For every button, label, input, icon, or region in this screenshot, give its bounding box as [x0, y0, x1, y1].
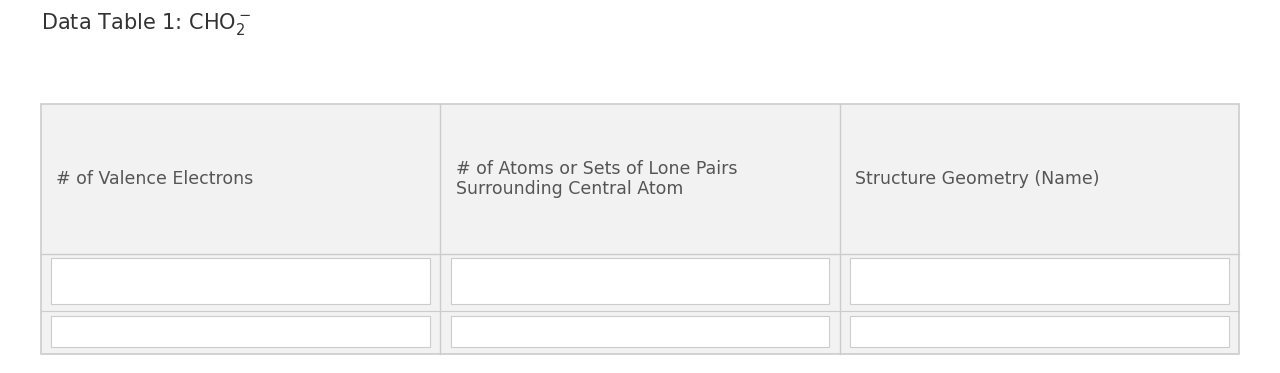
FancyBboxPatch shape	[451, 316, 829, 347]
FancyBboxPatch shape	[451, 258, 829, 304]
Text: Data Table 1: CHO$_2^-$: Data Table 1: CHO$_2^-$	[41, 11, 251, 37]
Text: Structure Geometry (Name): Structure Geometry (Name)	[855, 170, 1100, 188]
Text: # of Valence Electrons: # of Valence Electrons	[56, 170, 253, 188]
FancyBboxPatch shape	[51, 316, 430, 347]
FancyBboxPatch shape	[850, 258, 1229, 304]
FancyBboxPatch shape	[850, 316, 1229, 347]
FancyBboxPatch shape	[41, 104, 1239, 354]
Text: # of Atoms or Sets of Lone Pairs
Surrounding Central Atom: # of Atoms or Sets of Lone Pairs Surroun…	[456, 160, 737, 198]
FancyBboxPatch shape	[51, 258, 430, 304]
